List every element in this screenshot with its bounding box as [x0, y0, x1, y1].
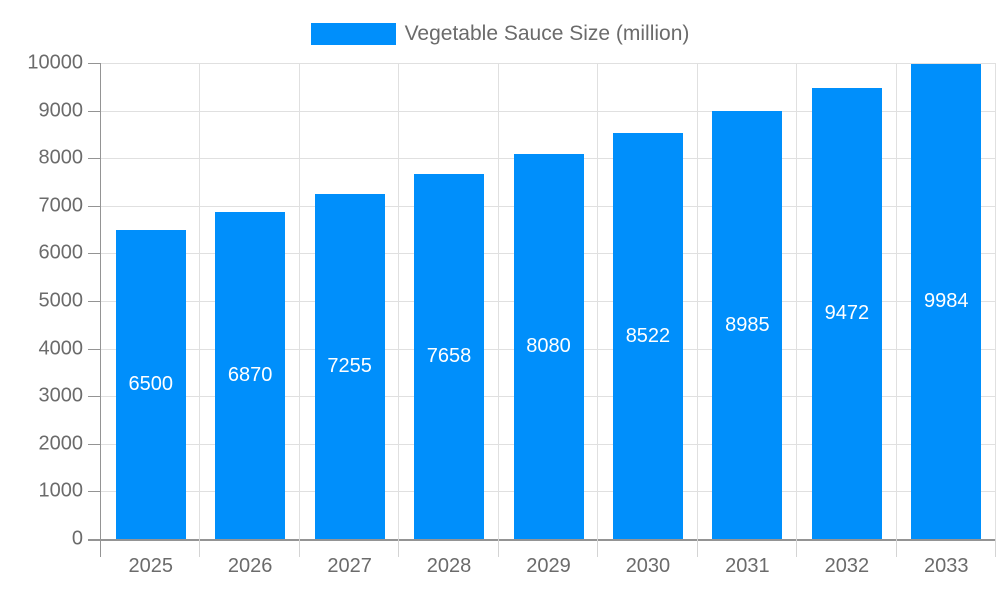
x-axis-tick — [995, 539, 996, 557]
bar-value-label: 6870 — [227, 363, 273, 386]
x-gridline — [995, 63, 996, 539]
y-axis-tick — [88, 205, 100, 207]
x-gridline — [597, 63, 599, 539]
x-axis-tick — [199, 539, 201, 557]
bar-2026[interactable]: 6870 — [215, 211, 286, 539]
x-gridline — [497, 63, 499, 539]
x-axis-tick — [100, 539, 101, 557]
y-axis-tick — [88, 158, 100, 160]
y-axis-label: 3000 — [38, 384, 84, 407]
bar-2031[interactable]: 8985 — [712, 111, 783, 539]
bar-value-label: 7658 — [426, 345, 472, 368]
bar-2033[interactable]: 9984 — [911, 63, 982, 539]
y-axis-label: 4000 — [38, 337, 84, 360]
x-gridline — [895, 63, 897, 539]
bar-2029[interactable]: 8080 — [513, 154, 584, 539]
y-axis-label: 5000 — [38, 289, 84, 312]
x-axis-tick — [597, 539, 599, 557]
x-gridline — [199, 63, 201, 539]
x-axis-tick — [398, 539, 400, 557]
y-axis-tick — [88, 253, 100, 255]
y-axis-tick — [88, 301, 100, 302]
x-axis-label: 2026 — [227, 555, 273, 577]
legend-swatch — [310, 23, 396, 45]
bar-2028[interactable]: 7658 — [414, 174, 485, 539]
x-axis-label: 2030 — [625, 555, 671, 577]
y-gridline — [101, 110, 996, 112]
y-axis-tick — [88, 63, 100, 64]
x-axis-label: 2031 — [725, 555, 770, 577]
x-axis-label: 2033 — [924, 555, 969, 577]
x-axis-label: 2028 — [426, 555, 472, 577]
y-axis-label: 2000 — [38, 432, 84, 455]
y-axis-label: 10000 — [27, 51, 83, 74]
x-gridline — [398, 63, 400, 539]
x-gridline — [796, 63, 798, 539]
y-axis-tick — [88, 110, 100, 112]
x-axis-tick — [796, 539, 798, 557]
x-axis-tick — [895, 539, 897, 557]
y-axis-tick — [88, 443, 100, 445]
x-axis-tick — [497, 539, 499, 557]
x-axis-label: 2029 — [526, 555, 571, 577]
y-axis-tick — [88, 348, 100, 350]
y-axis-tick — [88, 491, 100, 493]
x-axis-label: 2032 — [824, 555, 870, 577]
y-axis-label: 1000 — [38, 479, 84, 502]
y-axis-label: 6000 — [38, 241, 84, 264]
bar-value-label: 8522 — [625, 324, 671, 347]
y-axis-label: 7000 — [38, 194, 84, 217]
bar-value-label: 9984 — [924, 289, 969, 312]
bar-value-label: 6500 — [128, 372, 173, 395]
bar-value-label: 9472 — [824, 302, 870, 325]
bar-2027[interactable]: 7255 — [314, 193, 385, 539]
bar-value-label: 7255 — [327, 354, 372, 377]
x-axis-tick — [298, 539, 300, 557]
bar-2032[interactable]: 9472 — [811, 88, 882, 539]
y-axis-label: 0 — [71, 527, 83, 550]
legend-label: Vegetable Sauce Size (million) — [404, 22, 690, 45]
y-axis-tick — [88, 396, 100, 398]
bar-value-label: 8985 — [725, 313, 770, 336]
x-axis-tick — [696, 539, 698, 557]
legend[interactable]: Vegetable Sauce Size (million) — [0, 20, 1000, 48]
y-axis-label: 9000 — [38, 99, 84, 122]
x-axis-label: 2027 — [327, 555, 372, 577]
x-gridline — [696, 63, 698, 539]
y-axis-tick — [88, 539, 100, 540]
x-gridline — [298, 63, 300, 539]
x-axis-label: 2025 — [128, 555, 173, 577]
bar-value-label: 8080 — [526, 335, 571, 358]
bar-2025[interactable]: 6500 — [115, 229, 186, 539]
x-axis-line — [88, 539, 996, 541]
plot-area: 0 1000 2000 3000 4000 5000 6000 7000 8000 9000 100… — [27, 52, 996, 577]
y-gridline — [101, 63, 996, 64]
y-axis-label: 8000 — [38, 146, 84, 169]
bar-2030[interactable]: 8522 — [612, 133, 683, 539]
